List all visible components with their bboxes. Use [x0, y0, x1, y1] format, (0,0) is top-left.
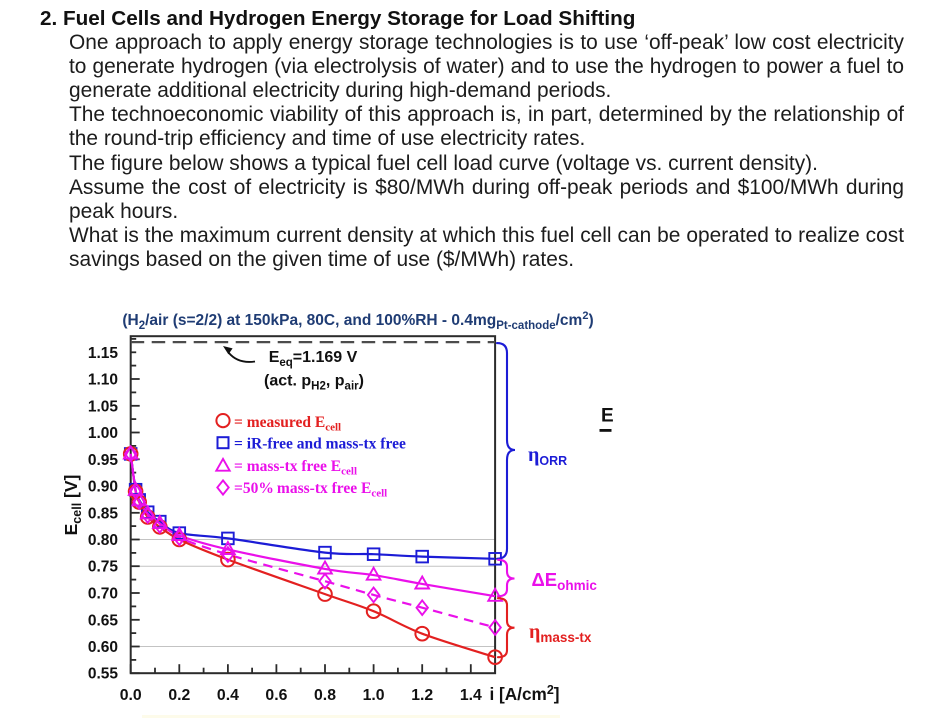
svg-text:1.2: 1.2 [411, 687, 433, 704]
svg-text:= iR-free and mass-tx free: = iR-free and mass-tx free [234, 436, 406, 453]
svg-text:1.00: 1.00 [88, 425, 118, 442]
svg-text:0.65: 0.65 [88, 612, 119, 629]
svg-text:0.0: 0.0 [120, 687, 142, 704]
svg-text:0.60: 0.60 [88, 639, 118, 656]
svg-text:0.8: 0.8 [314, 687, 336, 704]
svg-text:0.6: 0.6 [265, 687, 287, 704]
svg-text:ΔEohmic​: ΔEohmic​ [532, 569, 598, 593]
svg-text:0.85: 0.85 [88, 505, 119, 522]
svg-text:0.55: 0.55 [88, 666, 119, 683]
svg-text:i [A/cm2​]: i [A/cm2​] [490, 683, 560, 704]
svg-text:ηORR​: ηORR​ [528, 444, 567, 468]
svg-text:0.95: 0.95 [88, 452, 119, 469]
svg-text:= mass-tx free Ecell​: = mass-tx free Ecell​ [234, 458, 357, 478]
svg-text:Eeq​=1.169 V: Eeq​=1.169 V [269, 349, 358, 369]
svg-text:0.90: 0.90 [88, 479, 118, 496]
svg-text:1.05: 1.05 [88, 398, 119, 415]
svg-text:0.2: 0.2 [168, 687, 190, 704]
svg-text:E: E [601, 405, 614, 426]
svg-text:1.4: 1.4 [460, 687, 482, 704]
svg-text:(act. pH2​, pair​): (act. pH2​, pair​) [264, 373, 364, 393]
svg-text:1.0: 1.0 [363, 687, 385, 704]
svg-text:= measured Ecell​: = measured Ecell​ [234, 414, 341, 434]
svg-text:(H2​/air (s=2/2) at 150kPa, 80: (H2​/air (s=2/2) at 150kPa, 80C, and 100… [122, 310, 593, 332]
svg-text:=50% mass-tx free Ecell​: =50% mass-tx free Ecell​ [234, 480, 387, 500]
svg-text:0.70: 0.70 [88, 586, 118, 603]
svg-text:Ecell​ [V]: Ecell​ [V] [61, 475, 84, 536]
svg-text:0.75: 0.75 [88, 559, 119, 576]
svg-text:ηmass-tx​: ηmass-tx​ [529, 621, 592, 645]
svg-text:1.10: 1.10 [88, 372, 118, 389]
svg-text:0.4: 0.4 [217, 687, 239, 704]
svg-text:1.15: 1.15 [88, 345, 119, 362]
svg-text:0.80: 0.80 [88, 532, 118, 549]
